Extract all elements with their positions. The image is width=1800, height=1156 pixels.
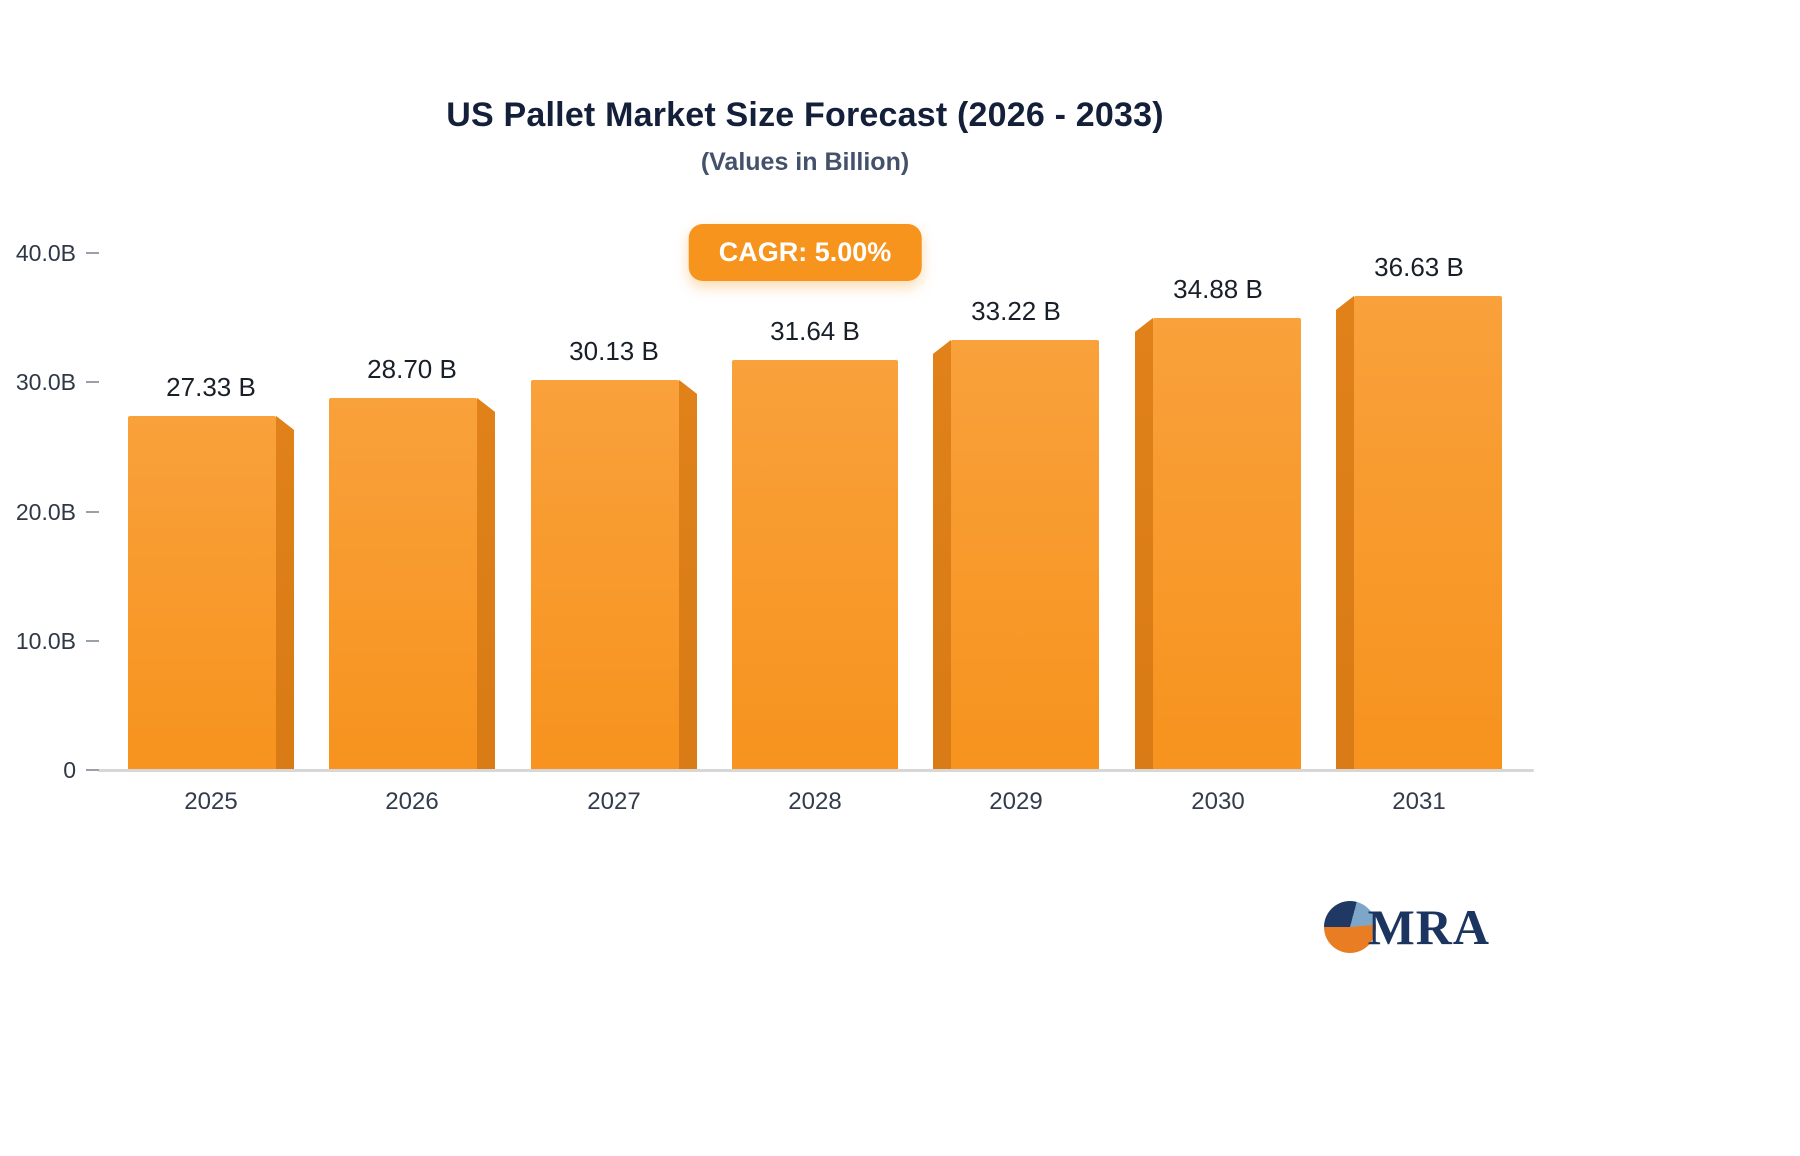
plot-area: 0 10.0B 20.0B 30.0B 40.0B 27.33 B 2025 28.70 B 2…	[16, 240, 1534, 815]
bar-2030	[1135, 318, 1301, 769]
mra-logo-icon	[1323, 901, 1376, 953]
bar-value-label: 31.64 B	[770, 316, 860, 346]
bar-2028	[732, 360, 898, 769]
bar-face	[128, 416, 276, 769]
x-axis-label: 2027	[587, 788, 641, 815]
bar-2026	[329, 398, 495, 769]
x-axis-label: 2029	[989, 788, 1043, 815]
x-axis-label: 2026	[385, 788, 439, 815]
bar-side-face	[933, 340, 951, 769]
bar-side-face	[679, 380, 697, 769]
y-axis-tick-label: 10.0B	[15, 627, 76, 654]
bar-side-face	[477, 398, 495, 769]
y-axis-tick	[86, 381, 99, 384]
cagr-badge: CAGR: 5.00%	[688, 224, 922, 281]
mra-logo: MRA	[1323, 898, 1490, 956]
bar-value-label: 34.88 B	[1173, 274, 1263, 304]
chart-title: US Pallet Market Size Forecast (2026 - 2…	[446, 96, 1164, 134]
bar-side-face	[1135, 318, 1153, 769]
y-axis-tick-label: 20.0B	[15, 498, 76, 525]
bar-side-face	[276, 416, 294, 769]
bar-2031	[1336, 296, 1502, 769]
bar-2029	[933, 340, 1099, 769]
y-axis-tick-label: 0	[63, 757, 76, 783]
mra-logo-text: MRA	[1367, 899, 1490, 955]
bar-face	[329, 398, 477, 769]
y-axis-tick	[86, 252, 99, 254]
bar-face	[1354, 296, 1502, 769]
y-axis-tick	[86, 769, 99, 771]
x-axis-line	[98, 769, 1534, 772]
bar-face	[732, 360, 898, 769]
y-axis-tick-label: 30.0B	[15, 369, 76, 396]
chart-subtitle: (Values in Billion)	[700, 148, 910, 176]
bar-value-label: 27.33 B	[166, 372, 256, 402]
y-axis-tick-label: 40.0B	[15, 240, 76, 266]
bar-value-label: 28.70 B	[367, 354, 457, 384]
y-axis-tick	[86, 639, 99, 642]
y-axis-tick	[86, 510, 99, 513]
bar-2027	[531, 380, 697, 769]
bar-value-label: 33.22 B	[971, 296, 1061, 326]
x-axis-label: 2025	[184, 788, 238, 815]
x-axis-label: 2031	[1392, 788, 1446, 815]
bar-side-face	[1336, 296, 1354, 769]
bar-value-label: 36.63 B	[1374, 252, 1464, 282]
bar-face	[951, 340, 1099, 769]
bar-face	[531, 380, 679, 769]
bar-face	[1153, 318, 1301, 769]
bar-value-label: 30.13 B	[569, 336, 659, 366]
x-axis-label: 2030	[1191, 788, 1245, 815]
bar-2025	[128, 416, 294, 769]
x-axis-label: 2028	[788, 788, 842, 815]
